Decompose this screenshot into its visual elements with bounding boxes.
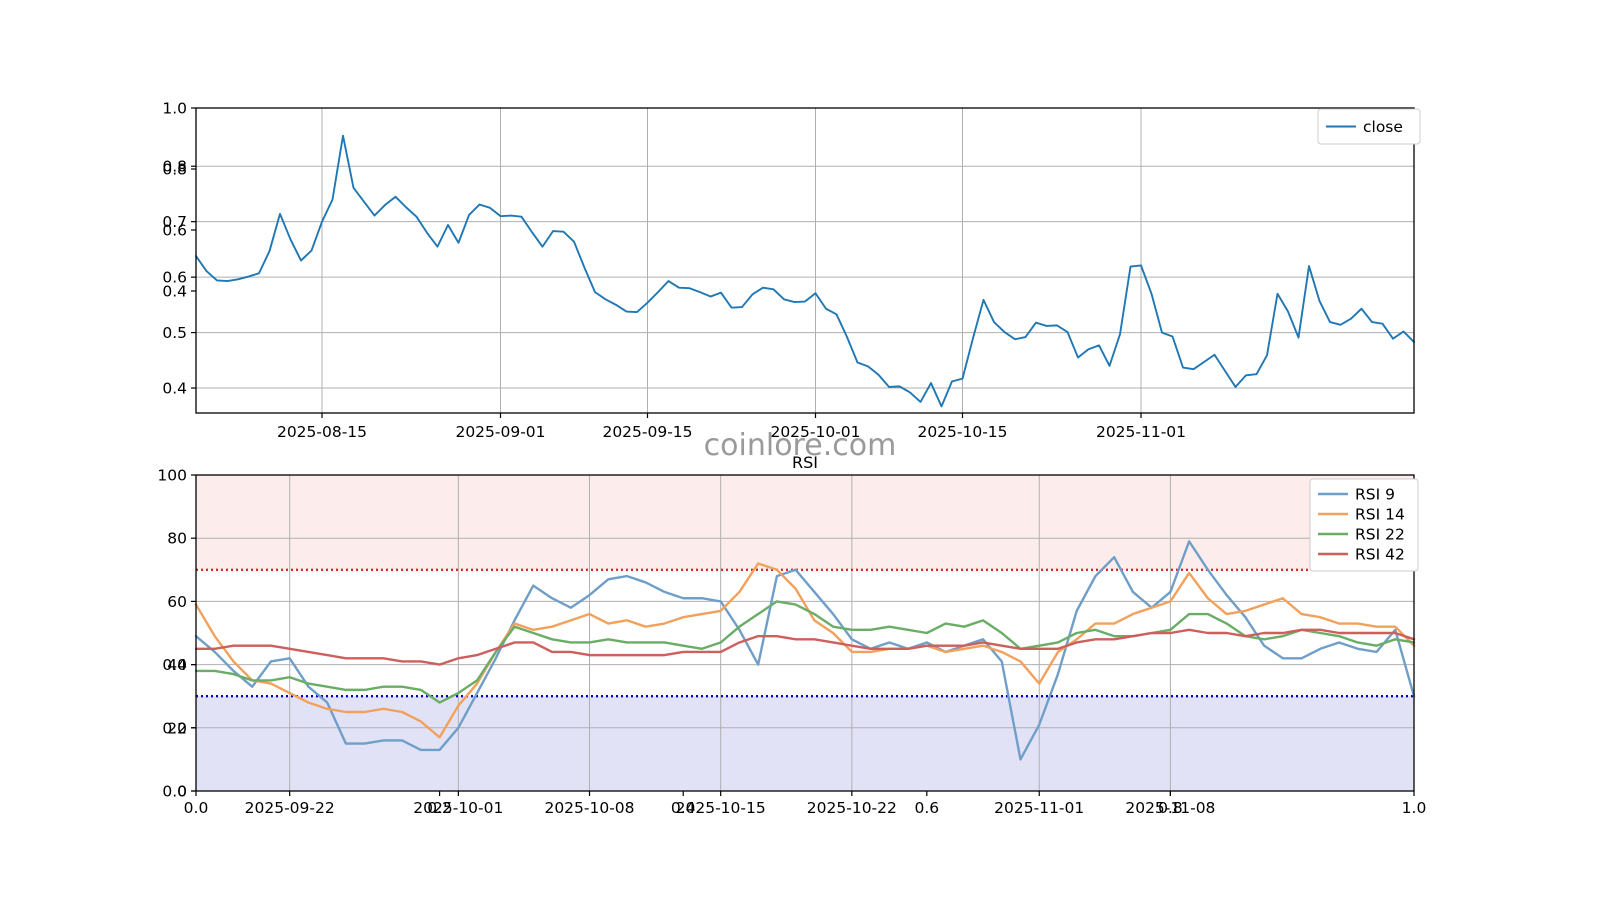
rsi-legend-label-rsi-9[interactable]: RSI 9 (1355, 486, 1395, 504)
rsi-y-axis-overlay-ticks: 0.0 0.2 0.4 (162, 656, 196, 801)
rsi-x-axis-overlay-ticks: 0.0 0.2 0.4 0.6 0.8 1.0 (184, 791, 1427, 817)
price-xtick-label-5: 2025-11-01 (1096, 423, 1186, 441)
price-line-close (195, 134, 1415, 408)
rsi-ytick-label-3: 60 (167, 593, 187, 611)
price-ytick-label-0: 0.8 (162, 158, 187, 176)
rsi-legend-label-rsi-22[interactable]: RSI 22 (1355, 526, 1405, 544)
rsi-ytick-label-4: 80 (167, 530, 187, 548)
price-overlay-ytick-label-2: 0.6 (162, 222, 187, 240)
price-xtick-label-1: 2025-09-01 (455, 423, 545, 441)
price-plot-frame (195, 107, 1415, 414)
rsi-ytick-label-1: 20 (167, 719, 187, 737)
price-y-axis-ticks: 0.80.70.60.50.4 (162, 158, 196, 398)
rsi-y-axis-ticks: 0 20 40 60 80 100 (157, 467, 196, 801)
rsi-xtick-label-4: 2025-10-22 (807, 799, 897, 817)
rsi-xtick-label-3: 2025-10-15 (676, 799, 766, 817)
rsi-legend-label-rsi-14[interactable]: RSI 14 (1355, 506, 1405, 524)
price-xtick-label-3: 2025-10-01 (770, 423, 860, 441)
price-legend[interactable]: close (1317, 108, 1421, 145)
price-xtick-label-0: 2025-08-15 (277, 423, 367, 441)
rsi-band-overbought-zone (196, 475, 1414, 570)
rsi-overlay-xtick-label-4: 0.8 (1158, 799, 1183, 817)
rsi-overlay-xtick-label-0: 0.0 (184, 799, 209, 817)
price-y-axis-overlay-ticks: 1.00.80.60.4 (162, 100, 196, 301)
price-legend-label-close[interactable]: close (1363, 118, 1403, 136)
rsi-overlay-xtick-label-1: 0.2 (427, 799, 452, 817)
price-panel: 0.80.70.60.50.4 1.00.80.60.4 2025-08-15 2… (162, 100, 1421, 441)
rsi-xtick-label-0: 2025-09-22 (245, 799, 335, 817)
price-ytick-label-4: 0.4 (162, 380, 187, 398)
rsi-line-rsi-14 (194, 562, 1416, 739)
rsi-x-axis-ticks: 2025-09-22 2025-10-01 2025-10-08 2025-10-15… (245, 791, 1215, 817)
rsi-panel-title: RSI (792, 453, 818, 472)
rsi-plot-frame (195, 474, 1415, 792)
price-overlay-ytick-label-0: 1.0 (162, 100, 187, 118)
price-x-axis-ticks: 2025-08-15 2025-09-01 2025-09-15 2025-10-01… (277, 413, 1186, 441)
rsi-xtick-label-2: 2025-10-08 (544, 799, 634, 817)
price-xtick-label-4: 2025-10-15 (917, 423, 1007, 441)
rsi-ytick-label-5: 100 (157, 467, 187, 485)
rsi-line-rsi-42 (194, 628, 1416, 666)
rsi-xtick-label-6: 2025-11-08 (1125, 799, 1215, 817)
rsi-ytick-label-2: 40 (167, 656, 187, 674)
rsi-overlay-ytick-label-2: 0.4 (162, 656, 187, 674)
price-frame-rect (195, 107, 1415, 414)
price-ytick-label-1: 0.7 (162, 213, 187, 231)
price-overlay-ytick-label-1: 0.8 (162, 161, 187, 179)
rsi-xtick-label-5: 2025-11-01 (994, 799, 1084, 817)
rsi-threshold-bands (196, 475, 1414, 791)
rsi-threshold-lines (196, 568, 1414, 698)
rsi-legend-box (1309, 478, 1419, 572)
rsi-series-lines (194, 540, 1416, 761)
price-legend-box (1317, 108, 1421, 145)
rsi-line-rsi-22 (194, 600, 1416, 704)
price-plot-background (196, 108, 1414, 413)
price-ytick-label-3: 0.5 (162, 324, 187, 342)
rsi-overlay-xtick-label-2: 0.4 (671, 799, 696, 817)
rsi-overlay-xtick-label-5: 1.0 (1402, 799, 1427, 817)
price-gridlines (196, 108, 1414, 413)
rsi-frame-rect (195, 474, 1415, 792)
watermark-label: coinlore.com (704, 428, 897, 463)
rsi-overlay-ytick-label-0: 0.0 (162, 783, 187, 801)
rsi-line-rsi-9 (194, 540, 1416, 761)
rsi-overlay-xtick-label-3: 0.6 (914, 799, 939, 817)
price-series-lines (195, 134, 1415, 408)
price-xtick-label-2: 2025-09-15 (602, 423, 692, 441)
rsi-legend[interactable]: RSI 9 RSI 14 RSI 22 RSI 42 (1309, 478, 1419, 572)
price-ytick-label-2: 0.6 (162, 269, 187, 287)
rsi-ytick-label-0: 0 (177, 783, 187, 801)
rsi-xtick-label-1: 2025-10-01 (413, 799, 503, 817)
rsi-legend-label-rsi-42[interactable]: RSI 42 (1355, 546, 1405, 564)
price-overlay-ytick-label-3: 0.4 (162, 283, 187, 301)
rsi-overlay-ytick-label-1: 0.2 (162, 719, 187, 737)
